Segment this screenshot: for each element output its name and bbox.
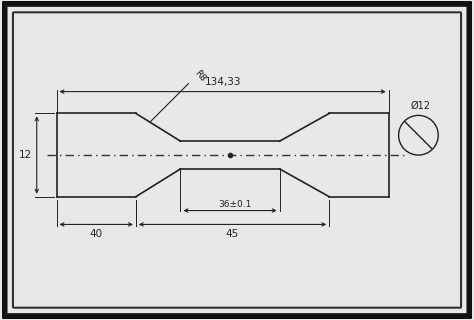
Text: 12: 12 [18,150,32,160]
Text: 40: 40 [90,229,103,239]
Text: 45: 45 [226,229,239,239]
Text: R8: R8 [192,68,207,83]
FancyBboxPatch shape [4,4,470,316]
FancyBboxPatch shape [13,12,461,308]
Text: 36±0.1: 36±0.1 [219,200,252,209]
Text: Ø12: Ø12 [410,100,430,110]
Text: 134,33: 134,33 [204,77,241,87]
